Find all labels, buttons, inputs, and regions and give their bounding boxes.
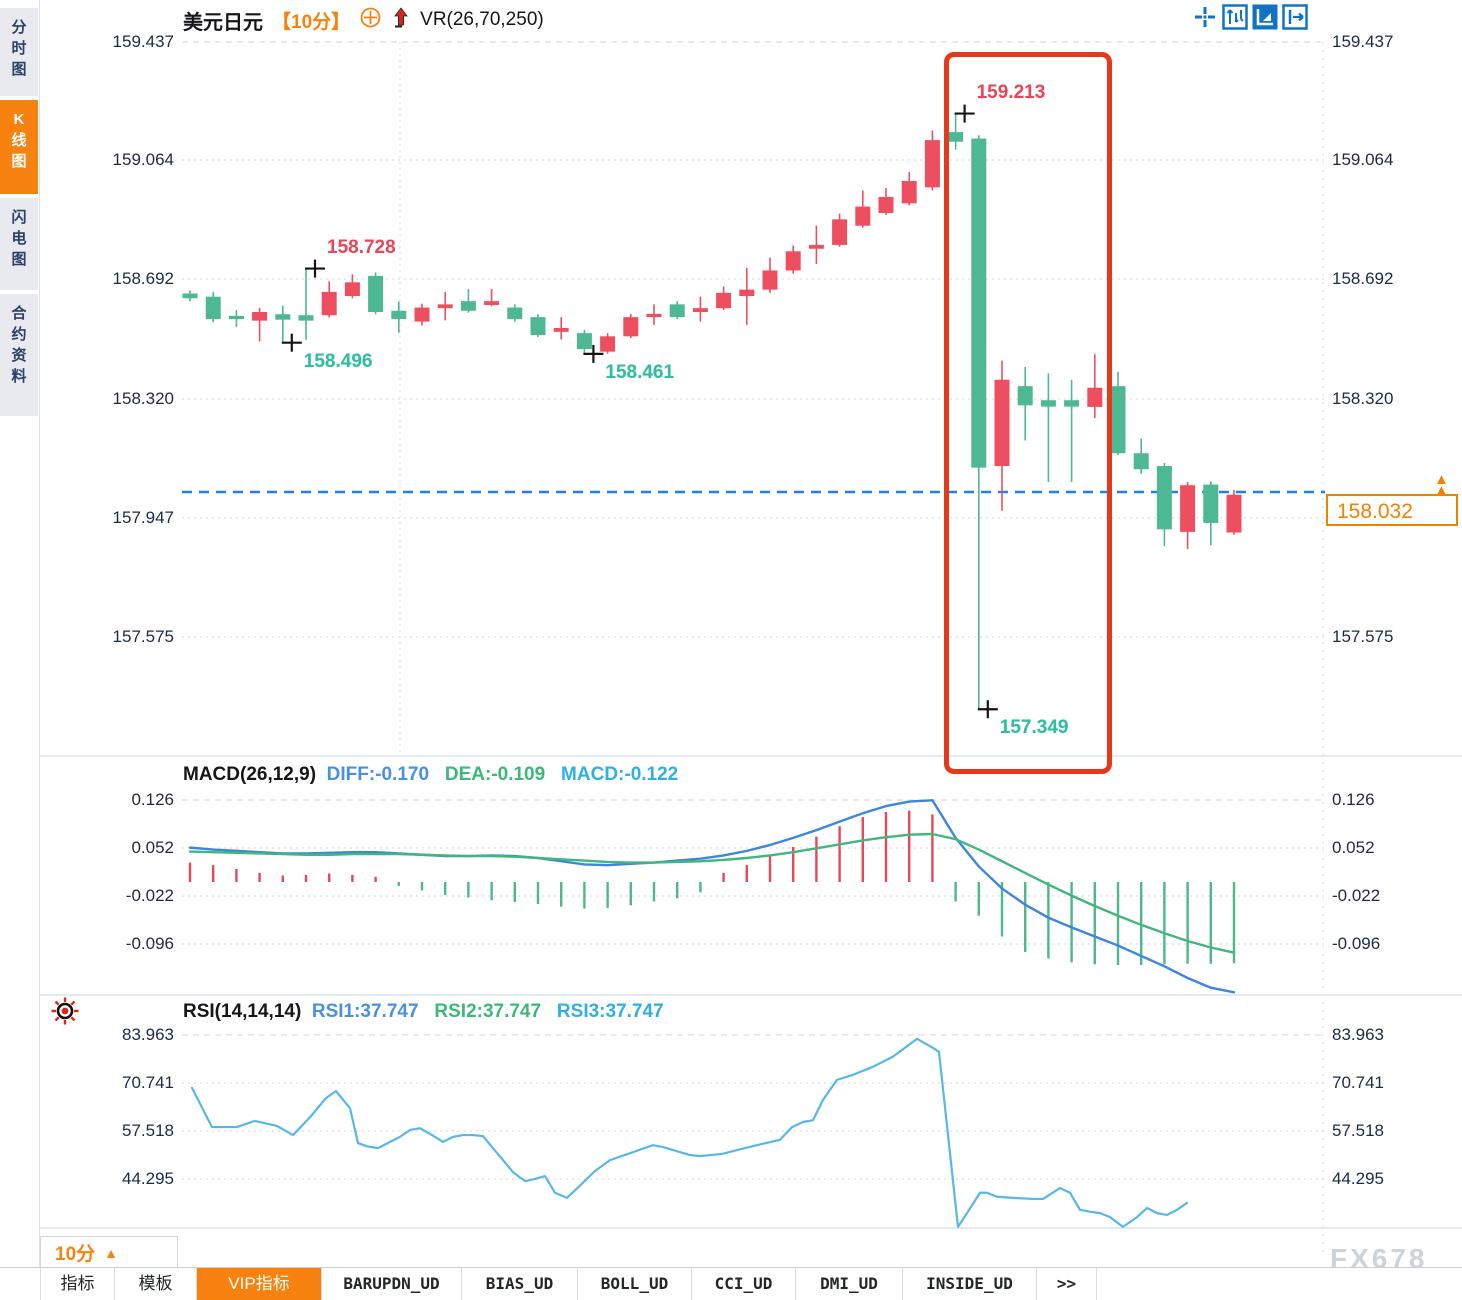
sidebar-item-label: 闪电图 (11, 209, 27, 268)
rsi-tick-left: 57.518 (122, 1121, 174, 1140)
macd-tick-left: -0.022 (125, 886, 174, 905)
price-tick-left: 157.947 (112, 508, 174, 527)
tab-cci-ud[interactable]: CCI_UD (692, 1268, 796, 1300)
price-up-marker-icon: ▲ ▲ (1434, 471, 1449, 499)
export-right-icon[interactable] (1282, 4, 1308, 30)
axis-range-icon[interactable] (1222, 4, 1248, 30)
globe-plus-icon[interactable] (359, 6, 382, 34)
tab-indicator[interactable]: 指标 (40, 1268, 115, 1300)
rsi-tick-right: 57.518 (1332, 1121, 1384, 1140)
macd-tick-right: 0.126 (1332, 790, 1375, 809)
macd-title: MACD(26,12,9) (183, 764, 317, 785)
rsi1-value: RSI1:37.747 (311, 1001, 419, 1022)
chart-toolbar (1192, 4, 1308, 30)
macd-value: MACD:-0.122 (561, 764, 679, 785)
price-tick-right: 159.064 (1332, 150, 1394, 169)
price-tick-left: 159.064 (112, 150, 174, 169)
tab-bias-ud[interactable]: BIAS_UD (462, 1268, 578, 1300)
price-tick-right: 158.320 (1332, 389, 1394, 408)
macd-tick-right: -0.022 (1332, 886, 1381, 905)
rsi-tick-right: 70.741 (1332, 1073, 1384, 1092)
axis-play-icon[interactable] (1252, 4, 1278, 30)
price-tick-left: 158.320 (112, 389, 174, 408)
sun-alert-icon[interactable] (48, 994, 82, 1033)
rsi-title: RSI(14,14,14) (183, 1001, 302, 1022)
sidebar-item-label: 分时图 (11, 19, 27, 78)
footer-period-box[interactable]: 10分 ▲ (40, 1236, 178, 1267)
sidebar-item-label: 合约资料 (11, 305, 27, 385)
rsi-header: RSI(14,14,14) RSI1:37.747 RSI2:37.747 RS… (183, 1001, 664, 1023)
rsi-tick-right: 44.295 (1332, 1169, 1384, 1188)
rsi-tick-right: 83.963 (1332, 1025, 1384, 1044)
triangle-up-icon: ▲ (104, 1245, 118, 1261)
rsi-tick-left: 44.295 (122, 1169, 174, 1188)
price-tick-left: 157.575 (112, 627, 174, 646)
footer-period-label: 10分 (55, 1243, 96, 1265)
symbol-title: 美元日元 (183, 11, 263, 34)
chart-header: 美元日元 【10分】 VR(26,70,250) (183, 6, 544, 34)
tab-inside-ud[interactable]: INSIDE_UD (903, 1268, 1037, 1300)
sidebar-item-lightning-chart[interactable]: 闪电图 (0, 198, 38, 290)
price-tick-right: 158.692 (1332, 269, 1394, 288)
tab-barupdn-ud[interactable]: BARUPDN_UD (322, 1268, 462, 1300)
price-tick-left: 159.437 (112, 32, 174, 51)
vr-indicator-label: VR(26,70,250) (420, 9, 544, 30)
last-price-tag: 158.032 (1326, 494, 1458, 526)
macd-tick-right: -0.096 (1332, 934, 1381, 953)
tab-template[interactable]: 模板 (115, 1268, 197, 1300)
macd-tick-left: 0.052 (131, 838, 174, 857)
macd-tick-left: -0.096 (125, 934, 174, 953)
sidebar: 分时图 K线图 闪电图 合约资料 (0, 0, 40, 1300)
rsi-tick-left: 70.741 (122, 1073, 174, 1092)
sidebar-item-label: K线图 (11, 111, 27, 170)
rsi3-value: RSI3:37.747 (556, 1001, 664, 1022)
sidebar-item-contract-info[interactable]: 合约资料 (0, 294, 38, 416)
tab-more[interactable]: >> (1037, 1268, 1097, 1300)
rsi2-value: RSI2:37.747 (434, 1001, 542, 1022)
tab-vip-indicator[interactable]: VIP指标 (197, 1268, 322, 1300)
macd-diff-value: DIFF:-0.170 (326, 764, 430, 785)
sidebar-item-kline-chart[interactable]: K线图 (0, 100, 38, 194)
crosshair-icon[interactable] (1192, 4, 1218, 30)
macd-tick-left: 0.126 (131, 790, 174, 809)
tab-dmi-ud[interactable]: DMI_UD (796, 1268, 903, 1300)
macd-header: MACD(26,12,9) DIFF:-0.170 DEA:-0.109 MAC… (183, 764, 678, 786)
price-tick-left: 158.692 (112, 269, 174, 288)
rsi-tick-left: 83.963 (122, 1025, 174, 1044)
tab-boll-ud[interactable]: BOLL_UD (578, 1268, 692, 1300)
macd-tick-right: 0.052 (1332, 838, 1375, 857)
price-tick-right: 157.575 (1332, 627, 1394, 646)
period-label[interactable]: 【10分】 (272, 11, 351, 33)
sidebar-item-time-chart[interactable]: 分时图 (0, 8, 38, 96)
red-up-arrow-icon[interactable] (391, 6, 411, 35)
indicator-tabbar: 指标 模板 VIP指标 BARUPDN_UD BIAS_UD BOLL_UD C… (0, 1267, 1462, 1300)
price-tick-right: 159.437 (1332, 32, 1394, 51)
macd-dea-value: DEA:-0.109 (444, 764, 546, 785)
